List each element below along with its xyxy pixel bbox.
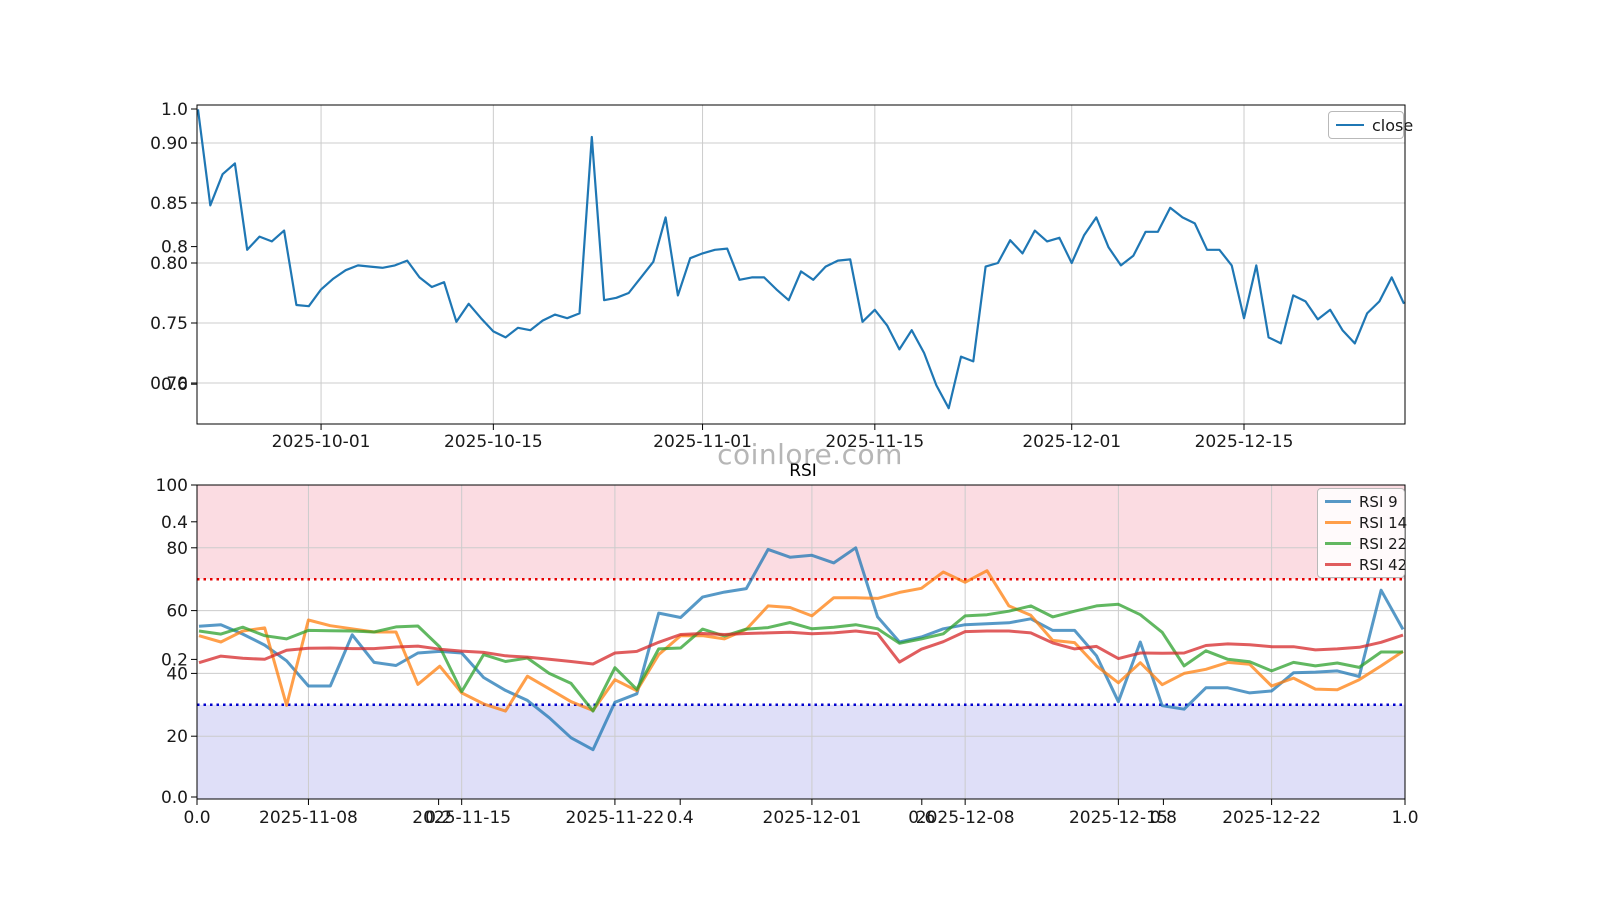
rsi-xtick-label: 2025-11-22 bbox=[566, 808, 665, 828]
price-xtick-label: 2025-12-15 bbox=[1195, 432, 1294, 452]
legend-close: close bbox=[1328, 111, 1413, 139]
rsi-panel-title: RSI bbox=[789, 461, 817, 481]
price-ytick-label: 0.75 bbox=[150, 314, 188, 334]
price-plot-bg bbox=[197, 105, 1405, 424]
rsi-ytick-label: 60 bbox=[166, 602, 188, 622]
legend-label: close bbox=[1372, 115, 1414, 135]
price-ytick-label: 0.70 bbox=[150, 374, 188, 394]
price-ytick-label: 0.80 bbox=[150, 254, 188, 274]
price-xtick-label: 2025-12-01 bbox=[1022, 432, 1121, 452]
rsi-xtick-label: 2025-12-22 bbox=[1222, 808, 1321, 828]
price-ytick-label: 0.90 bbox=[150, 134, 188, 154]
legend-rsi: RSI 9 RSI 14 RSI 22 RSI 42 bbox=[1317, 488, 1407, 578]
rsi-ytick-label: 40 bbox=[166, 664, 188, 684]
bg-axis-xtick-label: 0.0 bbox=[183, 808, 210, 828]
rsi-xtick-label: 2025-12-15 bbox=[1069, 808, 1168, 828]
legend-line-sample bbox=[1325, 542, 1351, 545]
legend-label: RSI 22 bbox=[1359, 534, 1408, 553]
price-xtick-label: 2025-11-01 bbox=[653, 432, 752, 452]
price-xtick-label: 2025-10-15 bbox=[444, 432, 543, 452]
legend-line-sample bbox=[1336, 124, 1364, 126]
rsi-xtick-label: 2025-12-08 bbox=[916, 808, 1015, 828]
rsi-ytick-label: 20 bbox=[166, 727, 188, 747]
oversold-band bbox=[197, 704, 1405, 799]
rsi-xtick-label: 2025-12-01 bbox=[763, 808, 862, 828]
bg-axis-ytick-label: 0.8 bbox=[161, 238, 188, 258]
legend-row: RSI 22 bbox=[1325, 533, 1407, 554]
legend-line-sample bbox=[1325, 563, 1351, 566]
rsi-xtick-label: 2025-11-15 bbox=[412, 808, 511, 828]
price-xtick-label: 2025-10-01 bbox=[272, 432, 371, 452]
legend-row: RSI 42 bbox=[1325, 554, 1407, 575]
legend-row: RSI 14 bbox=[1325, 512, 1407, 533]
bg-axis-ytick-label: 0.2 bbox=[161, 650, 188, 670]
price-ytick-label: 0.85 bbox=[150, 194, 188, 214]
bg-axis-ytick-label: 0.0 bbox=[161, 788, 188, 808]
overbought-band bbox=[197, 485, 1405, 580]
bg-axis-xtick-label: 0.4 bbox=[667, 808, 694, 828]
watermark: coinlore.com bbox=[717, 438, 903, 471]
bg-axis-ytick-label: 0.6 bbox=[161, 375, 188, 395]
rsi-line-rsi22 bbox=[198, 602, 1403, 713]
legend-row: close bbox=[1336, 115, 1413, 136]
legend-row: RSI 9 bbox=[1325, 491, 1398, 512]
legend-line-sample bbox=[1325, 521, 1351, 524]
close-line bbox=[196, 109, 1405, 410]
legend-label: RSI 9 bbox=[1359, 492, 1398, 511]
bg-axis-xtick-label: 0.2 bbox=[425, 808, 452, 828]
bg-axis-xtick-label: 0.8 bbox=[1150, 808, 1177, 828]
legend-label: RSI 14 bbox=[1359, 513, 1408, 532]
bg-axis-xtick-label: 1.0 bbox=[1391, 808, 1418, 828]
rsi-ytick-label: 80 bbox=[166, 539, 188, 559]
bg-axis-ytick-label: 1.0 bbox=[161, 100, 188, 120]
price-spines bbox=[196, 104, 1406, 425]
rsi-line-rsi14 bbox=[198, 569, 1404, 713]
price-xtick-label: 2025-11-15 bbox=[825, 432, 924, 452]
rsi-ytick-label: 100 bbox=[156, 476, 188, 496]
legend-line-sample bbox=[1325, 500, 1351, 503]
rsi-spines bbox=[196, 484, 1406, 800]
rsi-line-rsi42 bbox=[198, 629, 1404, 666]
bg-axis-xtick-label: 0.6 bbox=[908, 808, 935, 828]
legend-label: RSI 42 bbox=[1359, 555, 1408, 574]
rsi-xtick-label: 2025-11-08 bbox=[259, 808, 358, 828]
bg-axis-ytick-label: 0.4 bbox=[161, 513, 188, 533]
rsi-line-rsi9 bbox=[198, 546, 1405, 752]
